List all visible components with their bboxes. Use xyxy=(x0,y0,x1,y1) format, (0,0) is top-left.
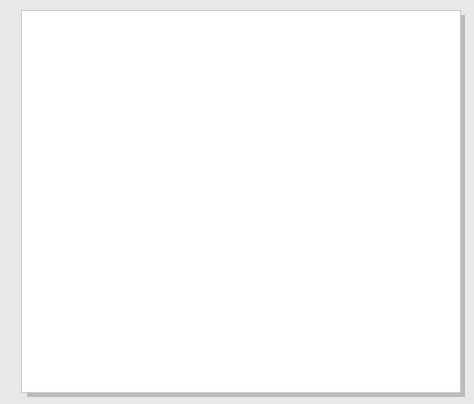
Text: $\tan\theta = \dfrac{\sin\theta}{\cos\theta}$: $\tan\theta = \dfrac{\sin\theta}{\cos\th… xyxy=(344,176,422,204)
Text: $\sin\theta = \dfrac{1}{\csc\theta}$: $\sin\theta = \dfrac{1}{\csc\theta}$ xyxy=(59,65,134,92)
Text: $\cot\theta = \tan\,(\dfrac{\pi}{2} - \theta)$: $\cot\theta = \tan\,(\dfrac{\pi}{2} - \t… xyxy=(197,346,309,370)
Text: $\cot\theta = \dfrac{1}{\tan\theta}$: $\cot\theta = \dfrac{1}{\tan\theta}$ xyxy=(59,345,135,372)
Text: $\sec\theta = \dfrac{1}{\cos\theta}$: $\sec\theta = \dfrac{1}{\cos\theta}$ xyxy=(59,289,137,316)
Text: $\cot\theta = \dfrac{\cos\theta}{\sin\theta}$: $\cot\theta = \dfrac{\cos\theta}{\sin\th… xyxy=(344,344,421,372)
Text: $\csc\theta = \dfrac{1}{\sin\theta}$: $\csc\theta = \dfrac{1}{\sin\theta}$ xyxy=(59,233,134,260)
Text: Trigonometric Function Identities: Trigonometric Function Identities xyxy=(102,23,379,38)
Text: $\tan\theta = \cot\,(\dfrac{\pi}{2} - \theta)$: $\tan\theta = \cot\,(\dfrac{\pi}{2} - \t… xyxy=(197,178,309,202)
Text: $\tan\theta = \dfrac{1}{\cot\theta}$: $\tan\theta = \dfrac{1}{\cot\theta}$ xyxy=(59,177,135,204)
Text: $\csc\theta = \sec\,(\dfrac{\pi}{2} - \theta)$: $\csc\theta = \sec\,(\dfrac{\pi}{2} - \t… xyxy=(197,234,310,258)
Text: $\cos\theta = \dfrac{1}{\sec\theta}$: $\cos\theta = \dfrac{1}{\sec\theta}$ xyxy=(59,121,137,147)
Text: $\cos\theta = \sin\,(\dfrac{\pi}{2} - \theta)$: $\cos\theta = \sin\,(\dfrac{\pi}{2} - \t… xyxy=(197,122,308,146)
Text: $\sec\theta = \csc\,(\dfrac{\pi}{2} - \theta)$: $\sec\theta = \csc\,(\dfrac{\pi}{2} - \t… xyxy=(197,290,310,314)
Text: $\sin\theta = \cos\,(\dfrac{\pi}{2} - \theta)$: $\sin\theta = \cos\,(\dfrac{\pi}{2} - \t… xyxy=(197,66,308,90)
